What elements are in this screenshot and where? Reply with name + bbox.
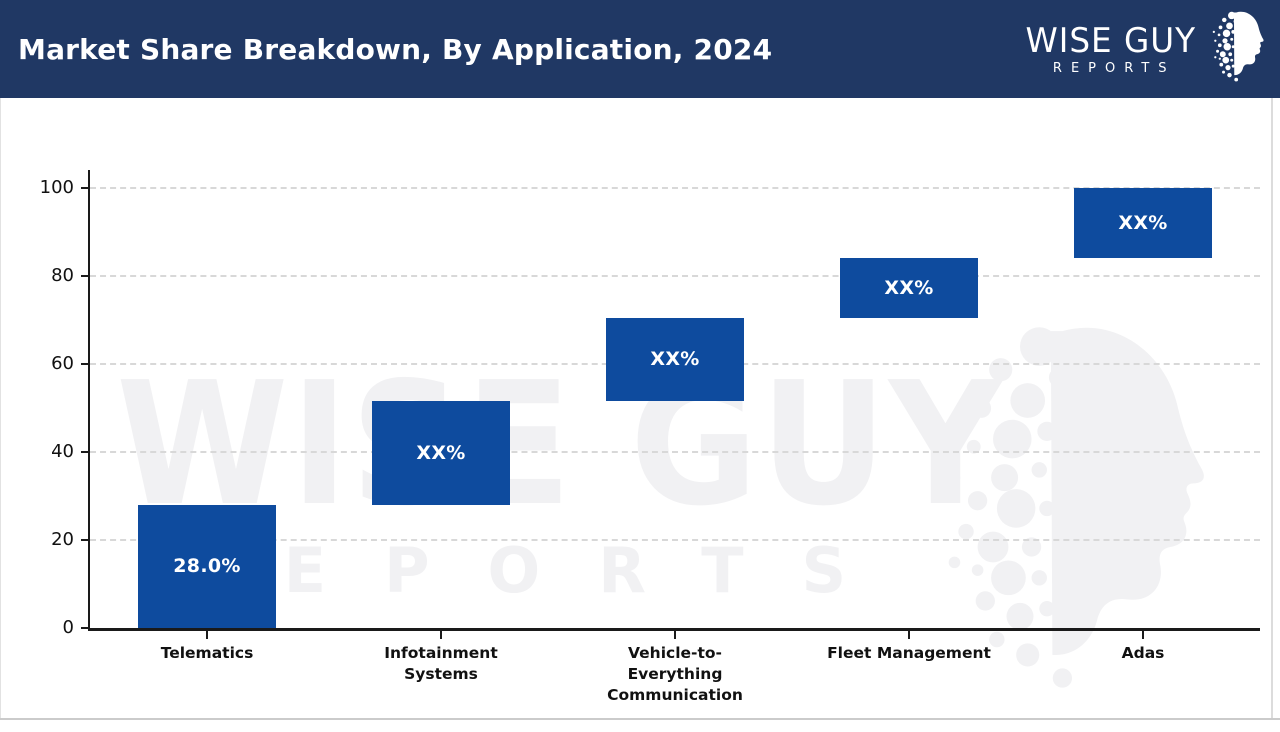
y-tick-label: 100 — [39, 176, 74, 198]
bar-4: XX% — [840, 258, 978, 318]
bar-value-label: XX% — [884, 276, 934, 299]
bar-value-label: XX% — [416, 441, 466, 464]
y-tick-label: 60 — [51, 352, 74, 374]
gridline-100 — [90, 186, 1260, 189]
category-label: Telematics — [160, 644, 254, 662]
y-tick-mark-80 — [81, 274, 90, 277]
brand-logo: WISE GUY REPORTS — [1022, 8, 1270, 90]
y-tick-label: 0 — [62, 617, 74, 638]
x-tick-mark — [908, 631, 910, 639]
plot-area: 0 20 40 60 80 100 28.0% Telematics XX% Infotainme… — [40, 170, 1260, 704]
y-tick-label: 40 — [51, 440, 74, 462]
category-label: Fleet Management — [827, 644, 991, 662]
bar-value-label: 28.0% — [173, 555, 241, 578]
bar-value-label: XX% — [650, 348, 700, 371]
category-label: Adas — [1121, 644, 1165, 662]
x-tick-mark — [206, 631, 208, 639]
category-label: Infotainment Systems — [384, 644, 498, 683]
right-border — [1271, 98, 1273, 718]
gridline-20 — [90, 538, 1260, 541]
watermark-text-line1: WISE GUY — [116, 346, 1004, 544]
brand-wordmark: WISE GUY — [1026, 20, 1197, 61]
y-tick-mark-40 — [81, 450, 90, 453]
header: Market Share Breakdown, By Application, … — [0, 0, 1280, 98]
x-tick-mark — [674, 631, 676, 639]
gridline-80 — [90, 274, 1260, 277]
bottom-border — [0, 718, 1280, 720]
brand-sub-wordmark: REPORTS — [1052, 60, 1176, 76]
bar-5: XX% — [1074, 187, 1212, 259]
chart: WISE GUY REPORTS 0 20 40 60 80 100 28.0% Telema… — [0, 98, 1280, 718]
watermark-text-line2: REPORTS — [178, 534, 905, 607]
bar-2: XX% — [372, 401, 510, 505]
left-border — [0, 98, 1, 718]
x-tick-mark — [440, 631, 442, 639]
bar-3: XX% — [606, 317, 744, 402]
x-tick-mark — [1142, 631, 1144, 639]
y-tick-label: 80 — [51, 264, 74, 286]
y-tick-mark-0 — [81, 627, 90, 629]
bar-value-label: XX% — [1118, 211, 1168, 234]
y-tick-mark-20 — [81, 538, 90, 541]
y-tick-mark-100 — [81, 186, 90, 189]
y-tick-mark-60 — [81, 362, 90, 365]
dotted-head-icon — [1212, 11, 1264, 82]
y-tick-label: 20 — [51, 528, 74, 550]
bar-1: 28.0% — [138, 504, 276, 628]
category-label: Vehicle-to- Everything Communication — [607, 644, 743, 704]
page-title: Market Share Breakdown, By Application, … — [18, 32, 773, 66]
brand-text: WISE GUY REPORTS — [1022, 24, 1200, 75]
gridline-40 — [90, 450, 1260, 453]
